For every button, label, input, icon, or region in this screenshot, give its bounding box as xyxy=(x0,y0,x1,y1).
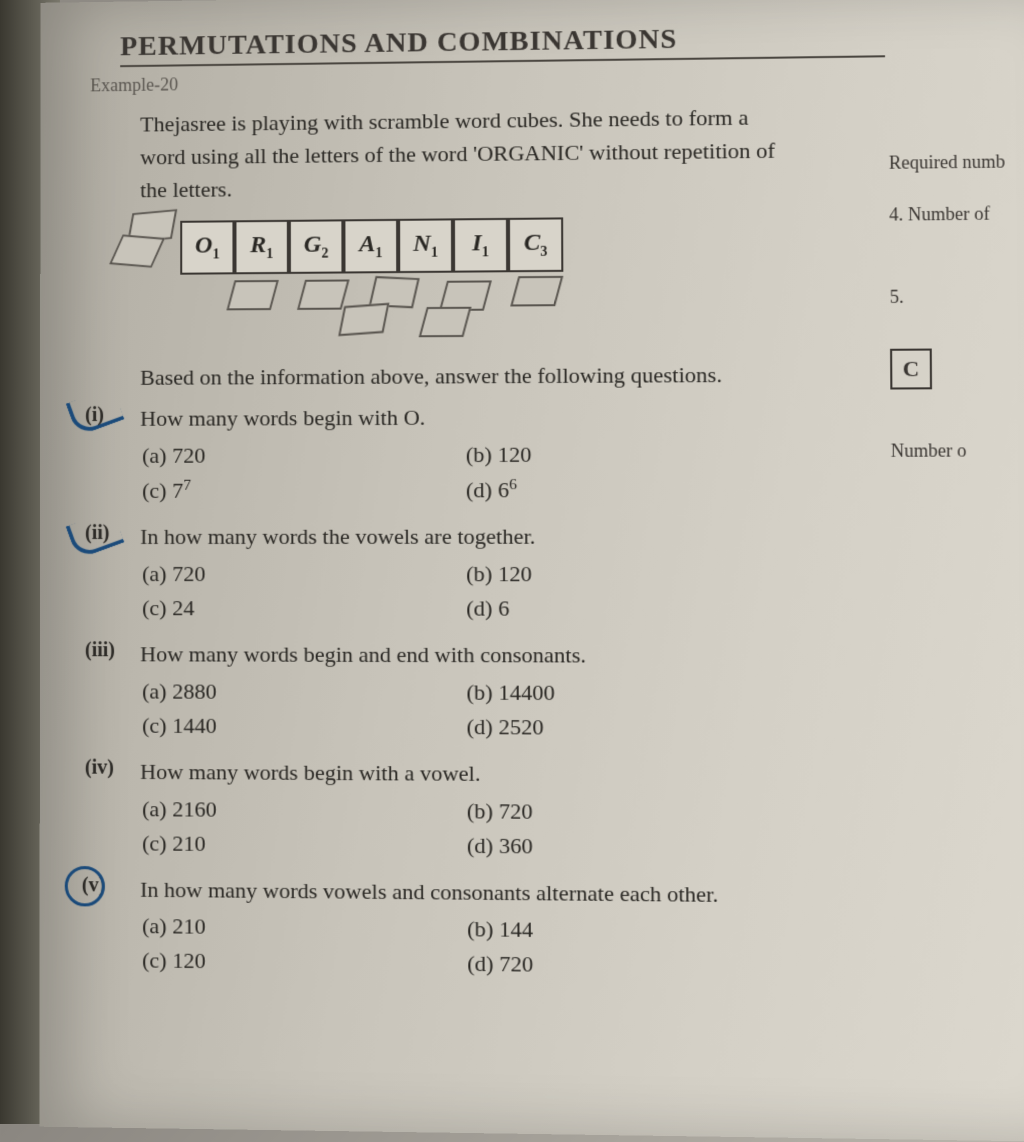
options-grid: (a) 2880 (b) 14400 (c) 1440 (d) 2520 xyxy=(142,678,1024,742)
option-c: (c) 24 xyxy=(142,595,425,622)
q-text: In how many words vowels and consonants … xyxy=(140,874,1024,913)
textbook-page: PERMUTATIONS AND COMBINATIONS Example-20… xyxy=(39,0,1024,1142)
question-iv: (iv) How many words begin with a vowel. … xyxy=(140,757,1024,863)
scatter-cube xyxy=(109,234,165,267)
cube-g: G2 xyxy=(289,219,344,274)
option-value: 120 xyxy=(498,561,532,586)
options-grid: (a) 720 (b) 120 (c) 24 (d) 6 xyxy=(142,561,1024,623)
side-box: C xyxy=(890,349,932,390)
option-c: (c) 210 xyxy=(142,830,426,858)
cube-c: C3 xyxy=(508,217,563,272)
option-value: 210 xyxy=(172,914,205,940)
option-value: 210 xyxy=(172,830,205,855)
option-value: 120 xyxy=(498,441,532,466)
option-c: (c) 120 xyxy=(142,948,426,977)
option-b: (b) 120 xyxy=(466,561,754,587)
options-grid: (a) 210 (b) 144 (c) 120 (d) 720 xyxy=(142,913,1024,983)
side-item4: 4. Number of xyxy=(889,203,1024,226)
option-value: 720 xyxy=(499,798,533,824)
options-grid: (a) 2160 (b) 720 (c) 210 (d) 360 xyxy=(142,796,1024,863)
option-a: (a) 720 xyxy=(142,561,425,587)
q-number: (i) xyxy=(85,404,104,427)
option-c: (c) 1440 xyxy=(142,712,426,739)
scatter-cube xyxy=(419,307,472,338)
q-text: How many words begin and end with conson… xyxy=(140,639,1024,672)
q-text: How many words begin with a vowel. xyxy=(140,757,1024,793)
question-ii: (ii) In how many words the vowels are to… xyxy=(140,521,1024,622)
option-value: 1440 xyxy=(172,712,216,737)
option-c: (c) 77 xyxy=(142,476,425,504)
question-iii: (iii) How many words begin and end with … xyxy=(140,639,1024,742)
q-number: (iii) xyxy=(85,639,115,662)
based-text: Based on the information above, answer t… xyxy=(140,357,792,393)
scatter-cube xyxy=(297,279,350,309)
option-a: (a) 720 xyxy=(142,442,425,469)
side-required: Required numb xyxy=(889,151,1024,174)
q-number: (iv) xyxy=(85,756,114,779)
option-value: 2160 xyxy=(172,796,216,821)
option-b: (b) 720 xyxy=(467,798,756,826)
question-v: (v) In how many words vowels and consona… xyxy=(140,874,1024,983)
cube-n: N1 xyxy=(398,218,453,273)
option-a: (a) 210 xyxy=(142,913,426,942)
example-label: Example-20 xyxy=(90,64,1024,97)
option-value: 14400 xyxy=(498,679,554,705)
option-value: 144 xyxy=(499,917,533,943)
option-value: 120 xyxy=(172,948,205,974)
option-value: 720 xyxy=(172,561,205,586)
scatter-cube xyxy=(338,303,389,336)
pen-circle-icon xyxy=(65,865,105,906)
option-d: (d) 66 xyxy=(466,475,754,503)
option-value: 720 xyxy=(499,951,533,977)
option-a: (a) 2160 xyxy=(142,796,426,824)
option-d: (d) 360 xyxy=(467,832,756,861)
option-b: (b) 14400 xyxy=(466,679,754,706)
option-d: (d) 6 xyxy=(466,595,754,622)
option-value: 2880 xyxy=(172,678,216,703)
scatter-cube xyxy=(510,276,563,307)
option-d: (d) 720 xyxy=(467,951,756,981)
cube-a: A1 xyxy=(343,219,398,274)
q-text: In how many words the vowels are togethe… xyxy=(140,521,1024,553)
option-d: (d) 2520 xyxy=(467,714,756,742)
scatter-cube xyxy=(226,280,278,310)
side-notes: Required numb 4. Number of 5. C Number o xyxy=(889,151,1024,493)
option-value: 360 xyxy=(499,832,533,858)
option-value: 2520 xyxy=(498,714,543,740)
option-b: (b) 144 xyxy=(467,916,756,945)
option-a: (a) 2880 xyxy=(142,678,426,705)
side-number: Number o xyxy=(891,440,1024,462)
q-number: (ii) xyxy=(85,522,109,545)
cube-i: I1 xyxy=(453,218,508,273)
option-value: 6 xyxy=(498,595,509,620)
option-value: 720 xyxy=(172,442,205,467)
side-item5: 5. xyxy=(890,286,1024,308)
chapter-title: PERMUTATIONS AND COMBINATIONS xyxy=(120,19,1023,63)
option-b: (b) 120 xyxy=(466,441,754,468)
option-value: 24 xyxy=(172,595,194,620)
cube-r: R1 xyxy=(234,220,288,274)
cube-o: O1 xyxy=(180,220,234,274)
problem-intro: Thejasree is playing with scramble word … xyxy=(140,100,791,206)
